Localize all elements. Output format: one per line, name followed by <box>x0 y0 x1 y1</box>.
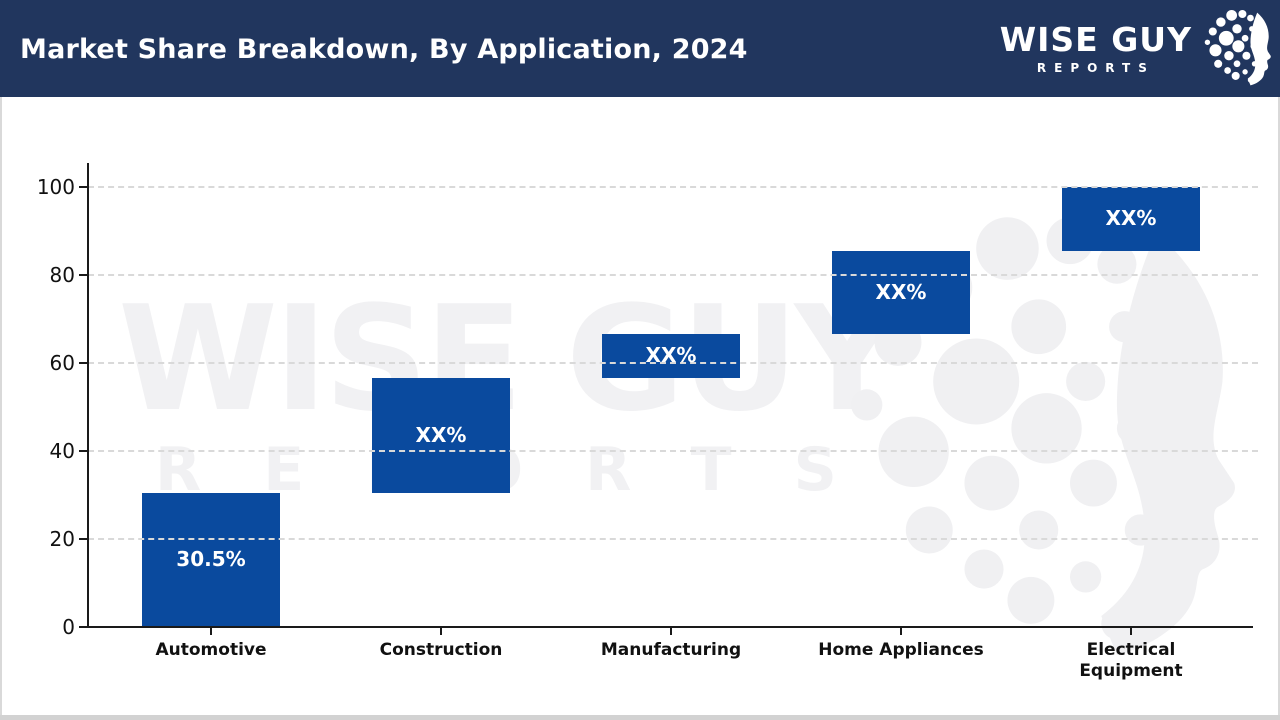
bar-manufacturing <box>602 334 740 379</box>
y-tick-60 <box>79 362 87 364</box>
y-axis-label-20: 20 <box>49 527 75 551</box>
x-tick-automotive <box>210 628 212 635</box>
y-tick-100 <box>79 186 87 188</box>
x-tick-manufacturing <box>670 628 672 635</box>
bar-value-label-construction: XX% <box>415 422 467 447</box>
bar-value-label-electrical-equipment: XX% <box>1105 205 1157 230</box>
x-tick-construction <box>440 628 442 635</box>
y-tick-20 <box>79 538 87 540</box>
logo-head-icon <box>1204 9 1271 86</box>
y-tick-40 <box>79 450 87 452</box>
bar-construction <box>372 378 510 493</box>
gridline-y-60 <box>88 362 1258 364</box>
bar-automotive <box>142 492 280 627</box>
gridline-y-20 <box>88 538 1258 540</box>
bar-home-appliances <box>832 250 970 335</box>
gridline-y-100 <box>88 186 1258 188</box>
y-axis-label-60: 60 <box>49 351 75 375</box>
y-axis-label-80: 80 <box>49 263 75 287</box>
gridline-y-40 <box>88 450 1258 452</box>
x-axis-label-automotive: Automotive <box>155 640 267 660</box>
y-axis-label-0: 0 <box>62 615 75 639</box>
page-title: Market Share Breakdown, By Application, … <box>20 34 748 65</box>
y-axis-spine <box>87 163 89 628</box>
bar-value-label-automotive: 30.5% <box>176 546 246 571</box>
wise-guy-logo: WISE GUY REPORTS <box>1000 22 1192 76</box>
x-axis-spine <box>79 626 1253 628</box>
bar-value-label-home-appliances: XX% <box>875 279 927 304</box>
logo-wordmark: WISE GUY <box>999 20 1192 59</box>
x-tick-home-appliances <box>900 628 902 635</box>
logo-subtitle: REPORTS <box>1036 61 1155 75</box>
x-tick-electrical-equipment <box>1130 628 1132 635</box>
x-axis-label-electrical-equipment: Electrical Equipment <box>1079 640 1183 681</box>
header-bar: Market Share Breakdown, By Application, … <box>0 0 1280 97</box>
bar-electrical-equipment <box>1062 187 1200 251</box>
waterfall-chart: WISE GUY REPORTS 30.5% Automotive XX% Const… <box>0 97 1280 720</box>
footer-strip <box>0 715 1280 720</box>
x-axis-label-home-appliances: Home Appliances <box>818 640 984 660</box>
y-tick-80 <box>79 274 87 276</box>
y-axis-label-100: 100 <box>36 175 75 199</box>
x-axis-label-construction: Construction <box>379 640 503 660</box>
x-axis-label-manufacturing: Manufacturing <box>600 640 742 660</box>
y-axis-label-40: 40 <box>49 439 75 463</box>
gridline-y-80 <box>88 274 1258 276</box>
bar-value-label-manufacturing: XX% <box>645 343 697 368</box>
